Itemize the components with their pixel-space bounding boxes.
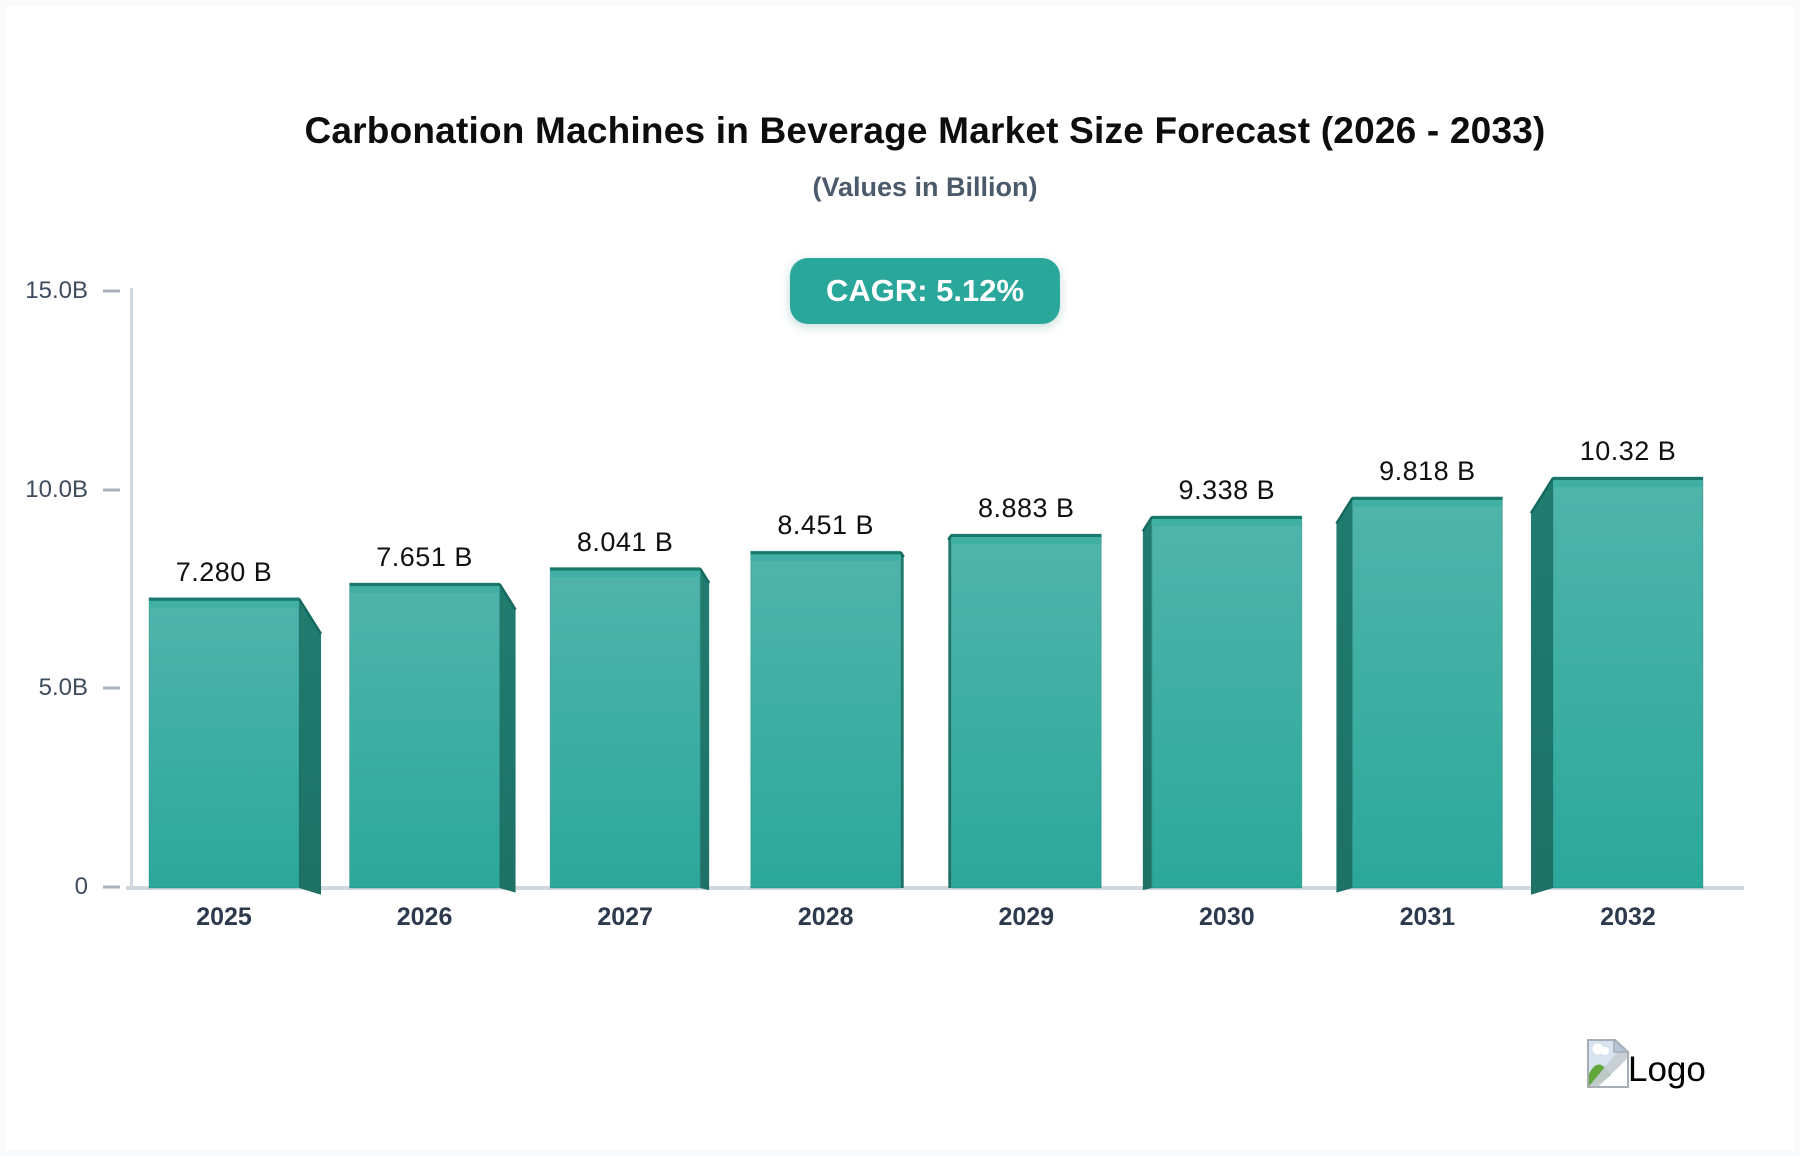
bar-slant-edge [1529,477,1555,514]
bar-value-label: 8.041 B [576,526,674,557]
cagr-badge: CAGR: 5.12% [789,258,1061,324]
x-axis-line [126,886,1744,890]
y-tick-label: 5.0B [38,674,88,702]
chart-subtitle: (Values in Billion) [812,172,1038,202]
bar-face[interactable] [349,582,501,889]
bar-face[interactable] [1552,476,1704,889]
bar-value-label: 8.883 B [977,493,1075,524]
bar-top-line [1352,496,1503,500]
y-tick-mark [103,885,120,889]
y-tick-label: 0 [74,873,88,900]
bar-2029[interactable] [947,533,1102,889]
bar-value-label: 8.451 B [777,510,874,541]
bar-top-line [550,567,701,571]
bar-value-label: 7.280 B [175,556,273,587]
x-category-label: 2032 [1600,903,1656,931]
y-tick-mark [103,686,120,690]
y-axis-line [130,288,133,889]
bar-side-face[interactable] [700,567,710,891]
bar-side-face[interactable] [1336,496,1353,893]
bar-top-strip [1352,499,1503,507]
y-tick-label: 10.0B [25,475,88,503]
x-category-label: 2027 [597,903,653,931]
logo-alt-text: Logo [1628,1050,1706,1089]
bar-side-face[interactable] [900,551,904,889]
bar-top-line [750,551,901,555]
bar-value-label: 9.338 B [1178,475,1276,505]
bar-top-strip [349,586,500,594]
bar-value-label: 10.32 B [1579,435,1677,466]
bar-side-face[interactable] [299,597,321,895]
bar-slant-edge [297,598,323,635]
x-category-label: 2025 [196,903,252,931]
bar-2030[interactable] [1141,515,1303,891]
bar-top-strip [750,554,901,562]
bar-top-line [1552,476,1703,480]
bar-face[interactable] [1151,515,1303,889]
bar-face[interactable] [750,550,902,889]
bar-face[interactable] [148,597,300,889]
x-category-label: 2031 [1399,903,1456,931]
bar-slant-edge [899,551,905,558]
bar-top-strip [1151,519,1302,527]
broken-image-icon [1587,1038,1631,1088]
bar-top-line [349,583,500,587]
bar-side-face[interactable] [1530,476,1553,895]
bar-slant-edge [498,583,517,611]
logo: Logo [1584,1038,1706,1089]
bar-face[interactable] [1351,496,1503,889]
chart-title: Carbonation Machines in Beverage Market … [304,110,1546,151]
y-tick-label: 15.0B [25,277,88,305]
bar-top-strip [149,600,299,608]
bar-top-strip [550,570,701,578]
bar-2032[interactable] [1529,476,1704,895]
y-tick-mark [103,289,120,293]
bar-top-line [951,534,1102,538]
x-category-label: 2026 [396,903,453,931]
x-category-label: 2030 [1199,903,1255,931]
bar-top-line [1151,516,1302,520]
bar-face[interactable] [950,533,1102,889]
y-tick-mark [103,488,120,492]
bar-face[interactable] [549,567,701,889]
bar-2027[interactable] [549,567,711,891]
bar-2025[interactable] [148,597,323,895]
bar-side-face[interactable] [499,583,516,893]
bar-2028[interactable] [750,550,905,889]
bar-top-line [149,597,299,601]
bar-2026[interactable] [349,582,517,893]
bar-2031[interactable] [1335,496,1503,893]
bar-slant-edge [1141,516,1153,533]
bar-top-strip [1552,479,1703,487]
bar-slant-edge [947,534,953,541]
bar-top-strip [951,537,1102,545]
bar-slant-edge [699,567,711,584]
bar-slant-edge [1335,497,1354,525]
x-category-label: 2029 [998,903,1055,931]
bar-side-face[interactable] [948,534,952,889]
x-category-label: 2028 [797,903,854,931]
bar-value-label: 9.818 B [1379,455,1476,486]
bar-value-label: 7.651 B [376,542,473,573]
bar-side-face[interactable] [1142,516,1152,891]
